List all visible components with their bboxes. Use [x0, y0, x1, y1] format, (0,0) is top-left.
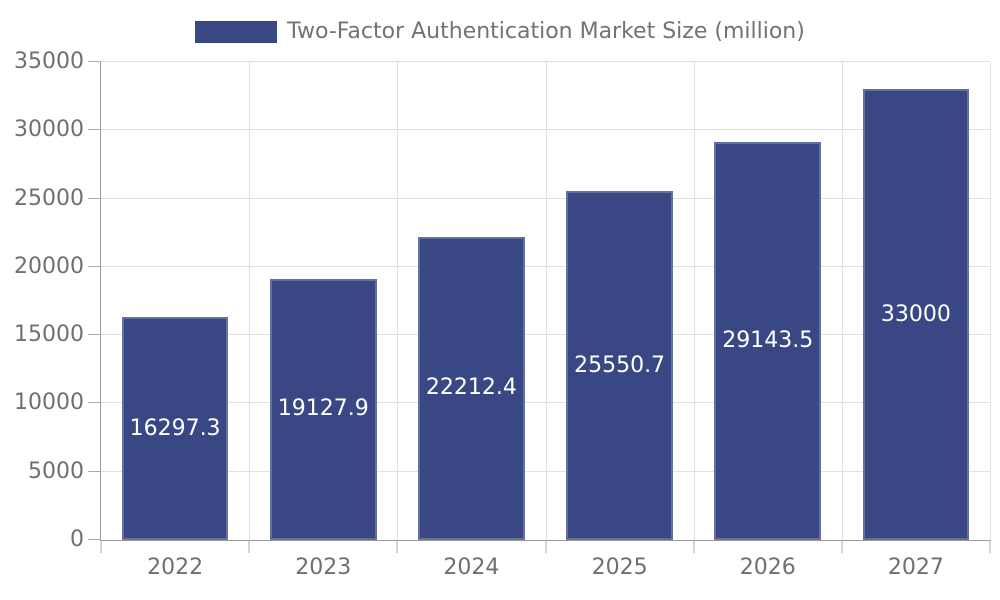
bar-value-label: 16297.3 — [129, 415, 221, 441]
y-axis-tick — [88, 129, 101, 131]
bar-2027: 33000 — [862, 89, 970, 540]
y-axis-tick-label: 30000 — [14, 117, 84, 143]
y-axis-tick — [88, 539, 101, 540]
x-axis-tick-label: 2023 — [295, 555, 352, 580]
y-axis-tick — [88, 470, 101, 472]
y-axis-tick — [88, 61, 101, 62]
x-axis-tick — [396, 540, 398, 553]
x-axis-tick — [989, 540, 991, 553]
y-axis-tick — [88, 402, 101, 404]
y-axis-tick-label: 15000 — [14, 322, 84, 348]
gridline-horizontal — [101, 61, 990, 62]
y-axis-tick-label: 5000 — [28, 458, 84, 484]
gridline-vertical — [841, 62, 843, 540]
legend-swatch[interactable] — [195, 21, 278, 43]
x-axis-tick-label: 2025 — [591, 555, 648, 580]
gridline-vertical — [693, 62, 695, 540]
y-axis-tick-label: 35000 — [14, 49, 84, 74]
gridline-vertical — [545, 62, 547, 540]
y-axis-tick — [88, 197, 101, 199]
x-axis-tick — [100, 540, 102, 553]
chart-legend[interactable]: Two-Factor Authentication Market Size (m… — [0, 14, 1000, 50]
bar-value-label: 25550.7 — [574, 352, 666, 378]
y-axis-tick-label: 20000 — [14, 253, 84, 279]
x-axis-tick-label: 2024 — [443, 555, 500, 580]
bar-2024: 22212.4 — [418, 236, 525, 540]
x-axis-tick — [841, 540, 843, 553]
bar-value-label: 33000 — [880, 301, 951, 327]
x-axis-tick — [545, 540, 546, 553]
y-axis-tick — [88, 265, 101, 267]
x-axis-tick — [248, 540, 250, 553]
x-axis-tick-label: 2027 — [887, 555, 944, 580]
bar-2023: 19127.9 — [269, 278, 377, 540]
x-axis-tick — [693, 540, 695, 553]
y-axis-tick-label: 25000 — [14, 185, 84, 211]
bar-2022: 16297.3 — [121, 317, 229, 540]
x-axis-tick-label: 2026 — [739, 555, 796, 580]
legend-label: Two-Factor Authentication Market Size (m… — [287, 19, 805, 44]
bar-value-label: 22212.4 — [425, 375, 517, 401]
x-axis-tick-label: 2022 — [147, 555, 204, 580]
y-axis-tick — [88, 334, 101, 336]
gridline-vertical — [397, 62, 399, 540]
gridline-vertical — [249, 62, 251, 540]
plot-area: 0 5000 10000 15000 20000 25000 30000 35000 16297… — [14, 51, 991, 579]
bar-value-label: 29143.5 — [722, 327, 814, 353]
bar-2026: 29143.5 — [714, 141, 822, 540]
y-axis-tick-label: 10000 — [14, 390, 84, 416]
y-axis-tick-label: 0 — [70, 527, 84, 552]
bar-2025: 25550.7 — [566, 191, 673, 540]
bar-value-label: 19127.9 — [277, 396, 369, 422]
